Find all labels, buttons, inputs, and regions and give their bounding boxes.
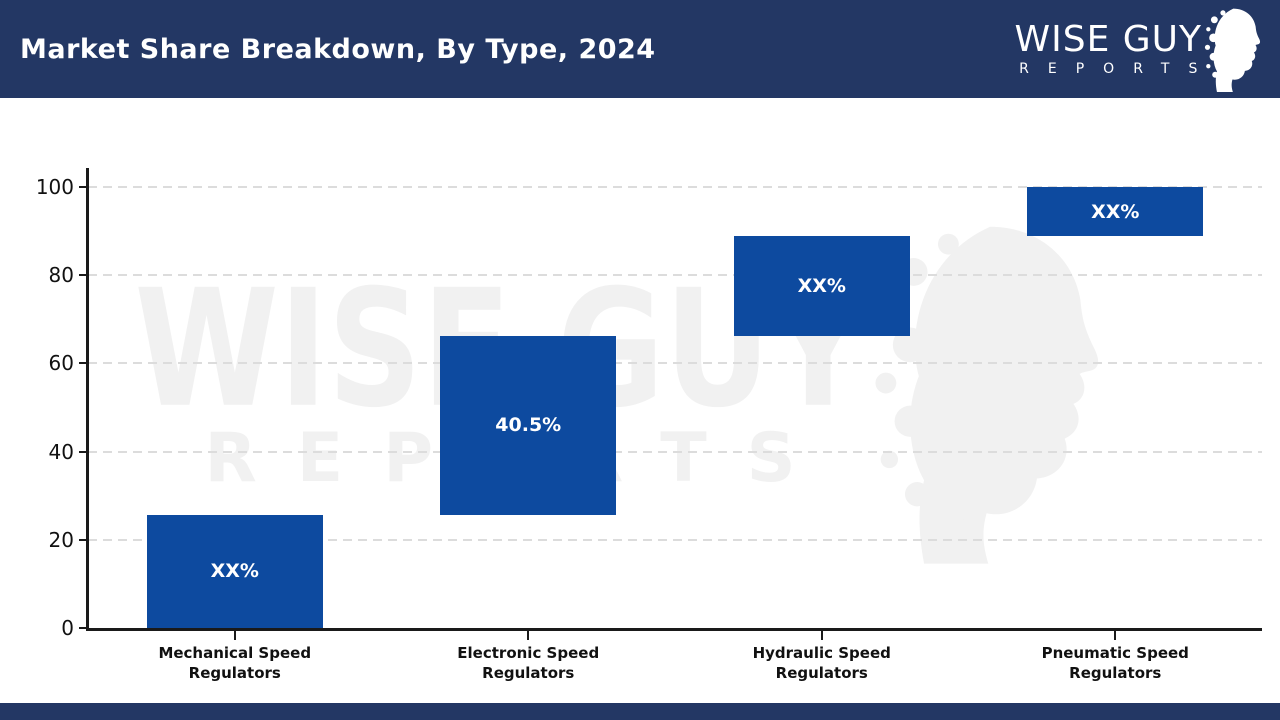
x-tick-mark (527, 631, 530, 640)
bar-value-label: XX% (210, 560, 259, 583)
bar: XX% (1027, 187, 1204, 237)
bar: XX% (146, 514, 323, 628)
x-category-label: Pneumatic Speed Regulators (1041, 644, 1189, 682)
bar-value-label: XX% (1091, 200, 1140, 223)
gridline (88, 450, 1262, 453)
header-bar: Market Share Breakdown, By Type, 2024 WI… (0, 0, 1280, 98)
y-tick-label: 0 (61, 616, 74, 640)
bar-value-label: XX% (797, 275, 846, 298)
y-tick-label: 80 (48, 263, 74, 288)
bar: 40.5% (440, 336, 617, 515)
y-tick-label: 60 (48, 351, 74, 376)
bar: XX% (733, 236, 910, 337)
x-tick-mark (233, 631, 236, 640)
x-category-label: Electronic Speed Regulators (457, 644, 600, 682)
page-title: Market Share Breakdown, By Type, 2024 (20, 33, 656, 65)
logo-wordmark-text: WISE GUY (1014, 19, 1202, 60)
y-tick-mark (79, 450, 88, 453)
x-axis-line (86, 628, 1262, 631)
y-tick-mark (79, 627, 88, 629)
y-tick-label: 20 (48, 527, 74, 552)
x-tick-mark (820, 631, 823, 640)
y-tick-mark (79, 186, 88, 188)
wiseguy-logo: WISE GUY REPORTS (1015, 6, 1267, 92)
gridline (88, 538, 1262, 541)
y-axis-line (86, 168, 89, 631)
gridline (88, 186, 1262, 188)
y-tick-mark (79, 538, 88, 541)
y-tick-label: 40 (48, 439, 74, 464)
wiseguy-face-icon (1204, 8, 1261, 92)
gridline (88, 274, 1262, 277)
x-tick-mark (1114, 631, 1117, 640)
y-tick-mark (79, 362, 88, 365)
x-category-label: Hydraulic Speed Regulators (752, 644, 891, 682)
y-tick-label: 100 (35, 175, 74, 199)
gridline (88, 362, 1262, 365)
bar-value-label: 40.5% (495, 414, 562, 437)
x-category-label: Mechanical Speed Regulators (158, 644, 312, 682)
logo-reports-text: REPORTS (1019, 61, 1217, 77)
logo-wordmark: WISE GUY REPORTS (1015, 20, 1203, 78)
plot: 0 20 40 60 80 100 XX% Mechanical Speed Regulato… (0, 98, 1280, 703)
footer-bar (0, 703, 1280, 720)
y-tick-mark (79, 274, 88, 277)
chart-area: WISE GUY REPORTS 020406080100XX%Mechanic… (0, 98, 1280, 703)
